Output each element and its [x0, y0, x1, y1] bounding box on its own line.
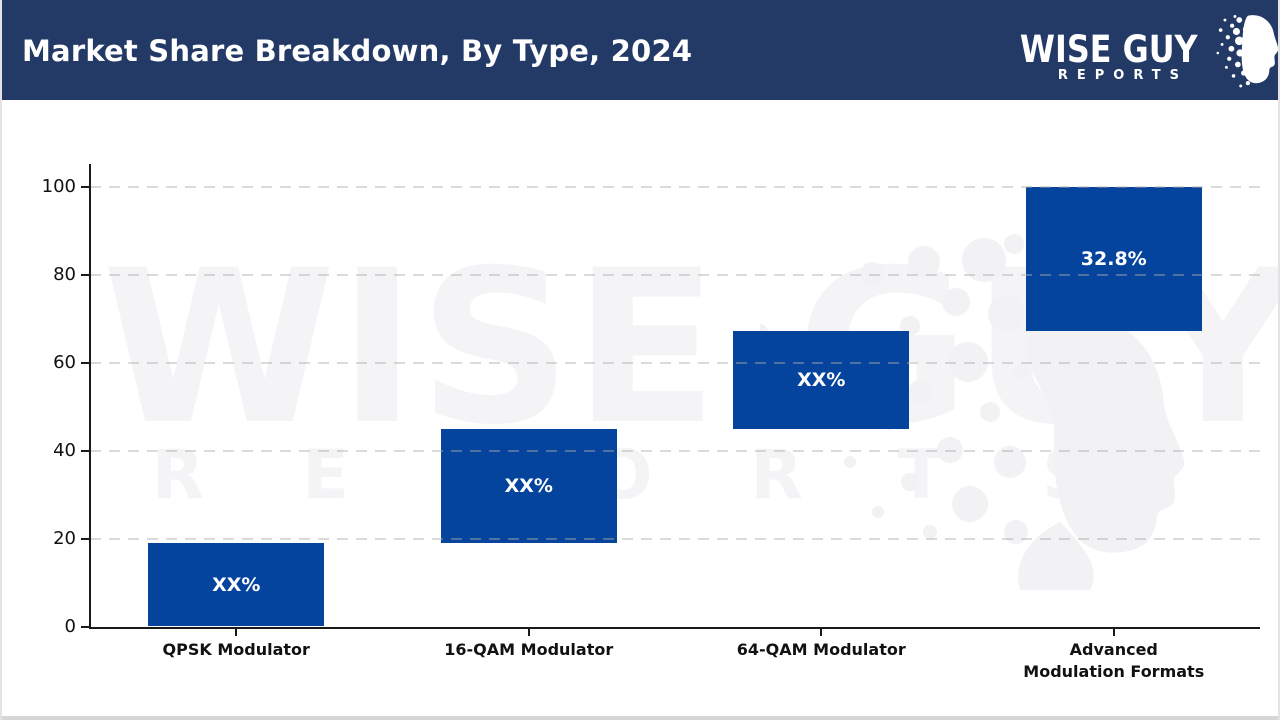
bar: XX%	[733, 331, 910, 429]
footer-strip	[2, 716, 1278, 720]
gridline	[90, 273, 1260, 276]
x-tick	[235, 627, 238, 636]
x-category-label: 16-QAM Modulator	[444, 639, 614, 659]
bar: XX%	[440, 428, 617, 543]
x-tick	[527, 627, 530, 636]
bar-value-label: XX%	[504, 474, 553, 497]
y-tick-label: 60	[53, 351, 76, 373]
logo: WISE GUY REPORTS	[1020, 6, 1278, 96]
gridline	[90, 186, 1260, 188]
y-tick-label: 40	[53, 439, 76, 461]
y-tick	[81, 186, 89, 188]
header-bar: Market Share Breakdown, By Type, 2024 WI…	[2, 0, 1278, 100]
watermark-subtext: REPORTS	[152, 436, 1190, 515]
y-tick	[81, 273, 89, 276]
x-category-label: Advanced Modulation Formats	[1023, 639, 1205, 681]
y-tick-label: 100	[41, 176, 76, 197]
bar-value-label: 32.8%	[1080, 248, 1147, 271]
page-title: Market Share Breakdown, By Type, 2024	[22, 34, 693, 68]
bar: 32.8%	[1025, 187, 1202, 332]
y-tick	[81, 537, 89, 540]
logo-subtext: REPORTS	[1057, 68, 1188, 83]
y-tick-label: 80	[53, 263, 76, 285]
bar-value-label: XX%	[212, 573, 261, 596]
logo-face-icon	[1216, 15, 1278, 88]
y-tick	[81, 625, 89, 628]
head-watermark-icon	[760, 234, 1185, 590]
bar: XX%	[148, 542, 325, 627]
logo-wordmark: WISE GUY	[1020, 28, 1198, 71]
x-category-label: 64-QAM Modulator	[736, 639, 906, 659]
gridline	[90, 361, 1260, 364]
x-tick	[1112, 627, 1115, 636]
gridline	[90, 449, 1260, 452]
y-tick-label: 20	[53, 527, 76, 549]
chart: 0 20 40 60 80 100 XX% QPSK Modulator XX% 16-QAM M…	[2, 100, 1278, 716]
y-tick	[81, 361, 89, 364]
y-axis-line	[89, 164, 91, 629]
x-axis-line	[89, 626, 1260, 629]
x-tick	[820, 627, 823, 636]
y-tick-label: 0	[64, 615, 76, 637]
x-category-label: QPSK Modulator	[162, 639, 310, 659]
bar-value-label: XX%	[797, 368, 846, 391]
y-tick	[81, 449, 89, 452]
gridline	[90, 537, 1260, 540]
